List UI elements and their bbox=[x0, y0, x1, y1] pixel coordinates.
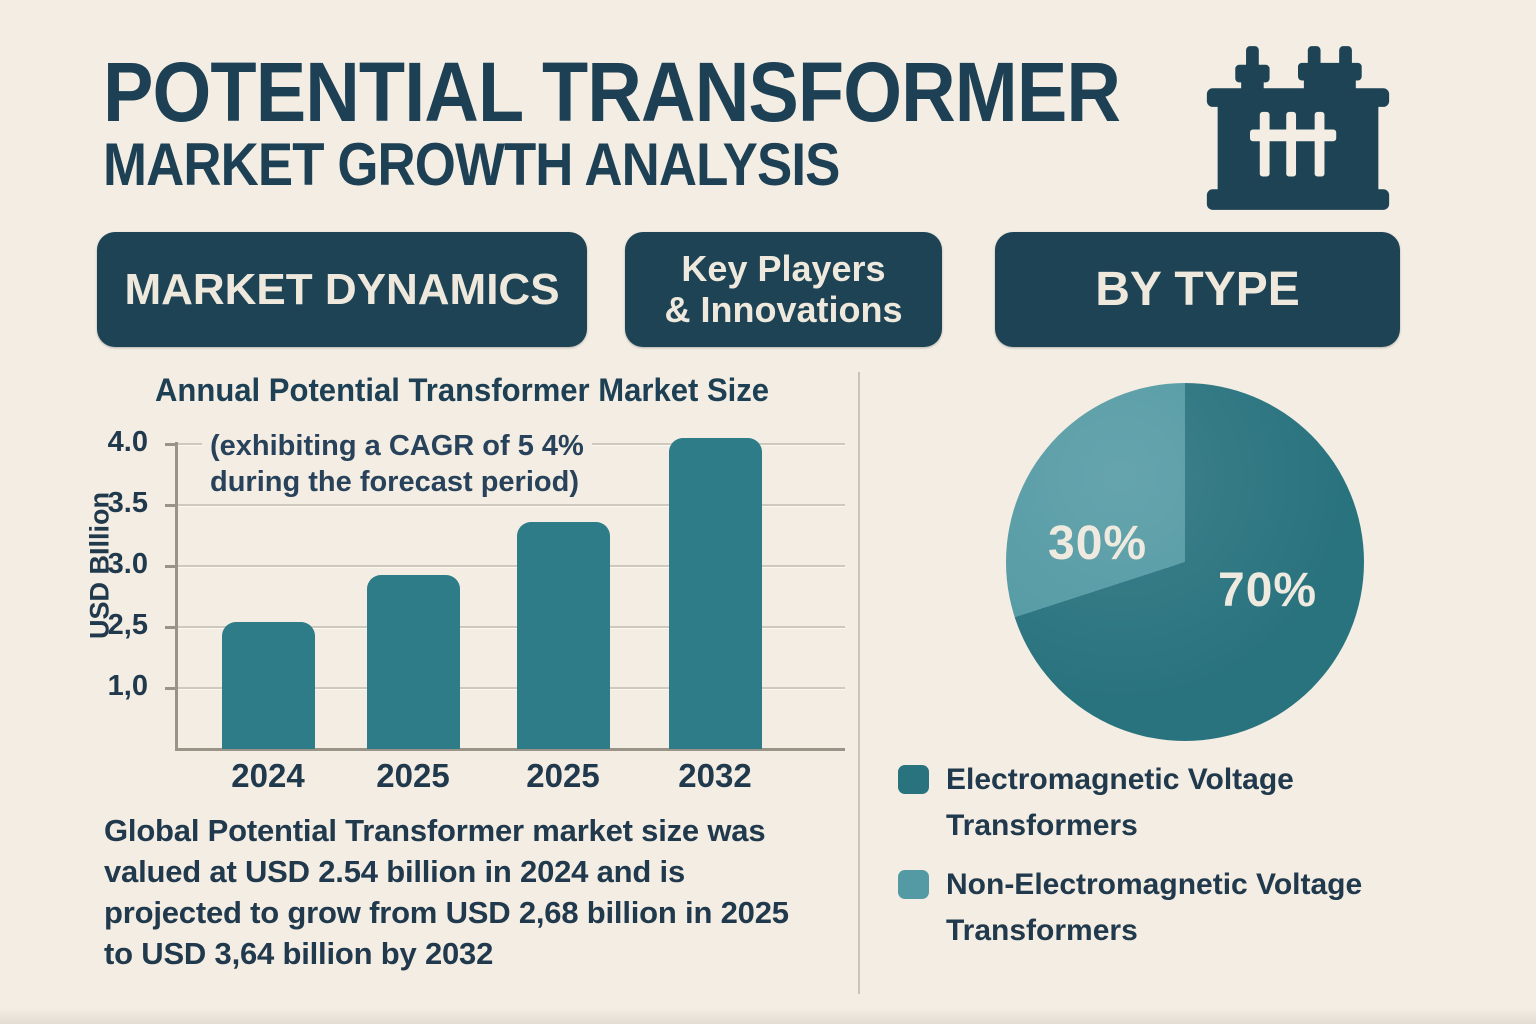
transformer-icon bbox=[1206, 46, 1390, 210]
gridline bbox=[177, 565, 845, 568]
summary-line: projected to grow from USD 2,68 billion … bbox=[104, 895, 789, 930]
bar-2025 bbox=[366, 574, 460, 749]
tab-market-dynamics[interactable]: MARKET DYNAMICS bbox=[97, 232, 587, 347]
legend-item-non-electromagnetic: Non-Electromagnetic Voltage Transformers bbox=[898, 862, 1418, 954]
y-tick-mark bbox=[165, 443, 177, 446]
tab-by-type[interactable]: BY TYPE bbox=[995, 232, 1400, 347]
bar-chart-subtitle-line2: during the forecast period) bbox=[210, 466, 579, 498]
summary-line: valued at USD 2.54 billion in 2024 and i… bbox=[104, 854, 685, 889]
legend-swatch-dark bbox=[898, 765, 929, 794]
y-tick-mark bbox=[165, 626, 177, 629]
pie-slice-label-30: 30% bbox=[1048, 517, 1148, 570]
y-axis-title: USD BIllion bbox=[84, 492, 115, 639]
gridline bbox=[177, 687, 845, 690]
x-tick-label: 2024 bbox=[231, 757, 305, 794]
legend-item-electromagnetic: Electromagnetic Voltage Transformers bbox=[898, 757, 1418, 849]
bar-chart-title: Annual Potential Transformer Market Size bbox=[155, 372, 770, 408]
legend-label: Electromagnetic Voltage Transformers bbox=[946, 763, 1294, 842]
y-tick-label: 4.0 bbox=[107, 426, 148, 458]
tab-label: MARKET DYNAMICS bbox=[124, 264, 560, 314]
bar-2025 bbox=[516, 522, 610, 749]
bar-chart-subtitle: (exhibiting a CAGR of 5 4% during the fo… bbox=[202, 426, 592, 500]
y-tick-mark bbox=[165, 687, 177, 690]
tab-key-players-innovations[interactable]: Key Players & Innovations bbox=[625, 232, 942, 347]
x-axis bbox=[175, 748, 845, 751]
y-tick-mark bbox=[165, 565, 177, 568]
x-tick-label: 2025 bbox=[376, 757, 450, 794]
tab-label-line1: Key Players bbox=[681, 248, 886, 290]
y-axis bbox=[175, 442, 178, 749]
summary-line: Global Potential Transformer market size… bbox=[104, 813, 766, 848]
legend-swatch-light bbox=[898, 870, 929, 899]
page-title-line1: POTENTIAL TRANSFORMER bbox=[103, 45, 1121, 139]
pie-slice-label-70: 70% bbox=[1218, 564, 1318, 617]
pie-chart bbox=[1006, 383, 1364, 741]
gridline bbox=[177, 626, 845, 629]
x-tick-label: 2032 bbox=[678, 757, 752, 794]
y-tick-label: 1,0 bbox=[107, 670, 148, 702]
y-tick-mark bbox=[165, 504, 177, 507]
tab-label: BY TYPE bbox=[1095, 262, 1300, 316]
bar-chart-subtitle-line1: (exhibiting a CAGR of 5 4% bbox=[210, 430, 584, 462]
x-tick-label: 2025 bbox=[526, 757, 600, 794]
legend-label: Non-Electromagnetic Voltage Transformers bbox=[946, 868, 1363, 947]
bar-2024 bbox=[221, 622, 315, 749]
page-title-line2: MARKET GROWTH ANALYSIS bbox=[103, 131, 840, 198]
bar-2032 bbox=[668, 437, 762, 749]
section-divider bbox=[858, 372, 860, 994]
summary-line: to USD 3,64 billion by 2032 bbox=[104, 936, 494, 971]
market-summary-text: Global Potential Transformer market size… bbox=[104, 810, 864, 974]
tab-label-line2: & Innovations bbox=[664, 288, 903, 330]
pie-legend: Electromagnetic Voltage Transformers Non… bbox=[898, 757, 1418, 954]
gridline bbox=[177, 504, 845, 507]
